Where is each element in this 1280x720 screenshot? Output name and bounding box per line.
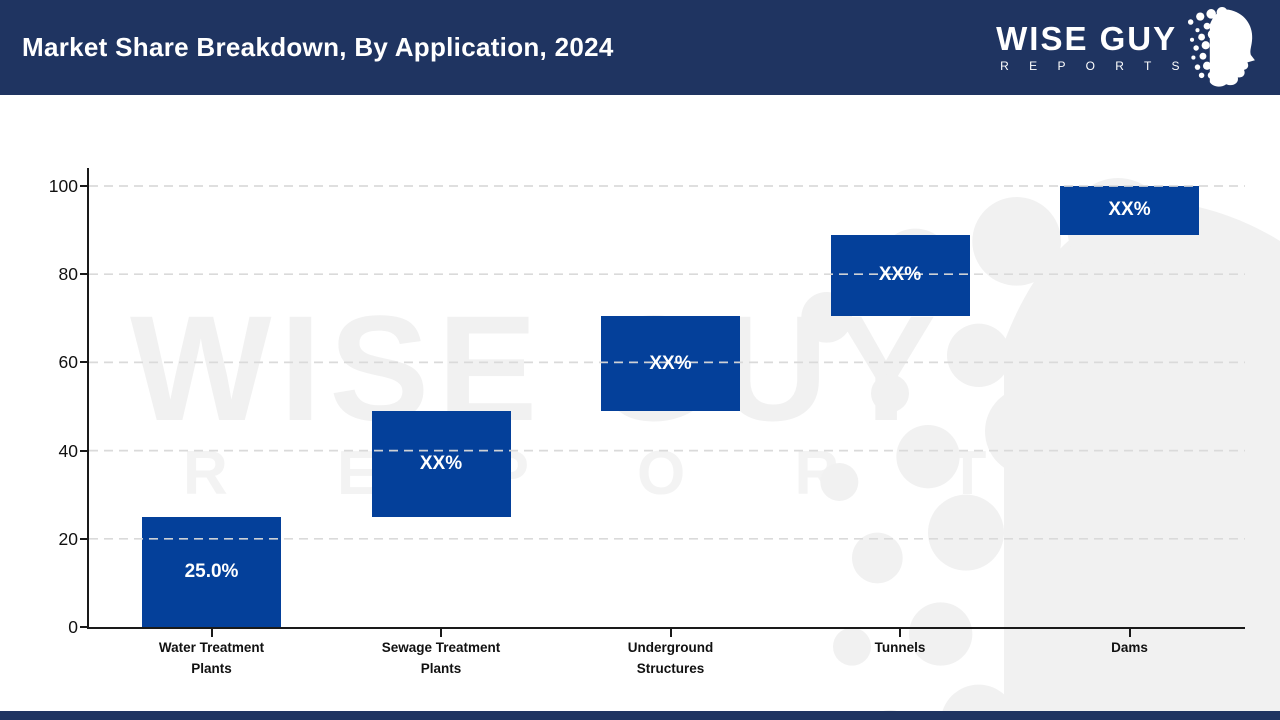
bar-value-label: 25.0% [184, 560, 239, 582]
y-tick-label: 100 [48, 176, 78, 196]
bar [142, 516, 281, 627]
logo-subtitle-text: R E P O R T S [1000, 59, 1188, 73]
x-category-label: Water Treatment Plants [158, 640, 265, 676]
bar-value-label: XX% [649, 352, 692, 374]
y-tick-label: 20 [58, 528, 78, 549]
y-axis [87, 168, 89, 629]
bar-value-label: XX% [878, 264, 922, 286]
logo-title-text: WISE GUY [996, 20, 1178, 57]
x-tick [1128, 629, 1131, 637]
y-tick [80, 185, 88, 187]
y-tick [80, 626, 88, 628]
watermark-wordmark: WISE GUY [130, 284, 945, 452]
x-tick [669, 629, 672, 637]
x-tick [899, 629, 901, 637]
logo-wordmark: WISE GUY R E P O R T S [996, 22, 1188, 73]
header-bar: Market Share Breakdown, By Application, … [0, 0, 1280, 95]
bar [601, 316, 740, 411]
y-tick [80, 361, 88, 364]
x-tick [440, 629, 442, 637]
x-axis [87, 627, 1245, 629]
y-tick [80, 537, 88, 540]
y-tick-label: 80 [58, 264, 78, 285]
x-category-label: Tunnels [874, 640, 926, 655]
y-tick-label: 0 [68, 617, 78, 637]
x-category-label: Dams [1111, 640, 1148, 655]
x-tick [210, 629, 213, 637]
bar-value-label: XX% [1108, 199, 1151, 221]
wise-guy-logo: WISE GUY R E P O R T S [996, 6, 1262, 89]
x-category-label: Underground Structures [627, 640, 714, 676]
x-category-label: Sewage Treatment Plants [381, 640, 501, 676]
y-tick [80, 449, 88, 452]
bar [371, 410, 511, 517]
page-title: Market Share Breakdown, By Application, … [22, 32, 614, 62]
bar-value-label: XX% [419, 452, 463, 474]
bar [1060, 186, 1199, 235]
wise-guy-face-icon [1187, 6, 1255, 87]
footer-bar [0, 711, 1280, 720]
bar [830, 234, 970, 317]
y-tick-label: 60 [58, 352, 78, 373]
y-tick [80, 273, 88, 276]
y-tick-label: 40 [58, 440, 78, 461]
